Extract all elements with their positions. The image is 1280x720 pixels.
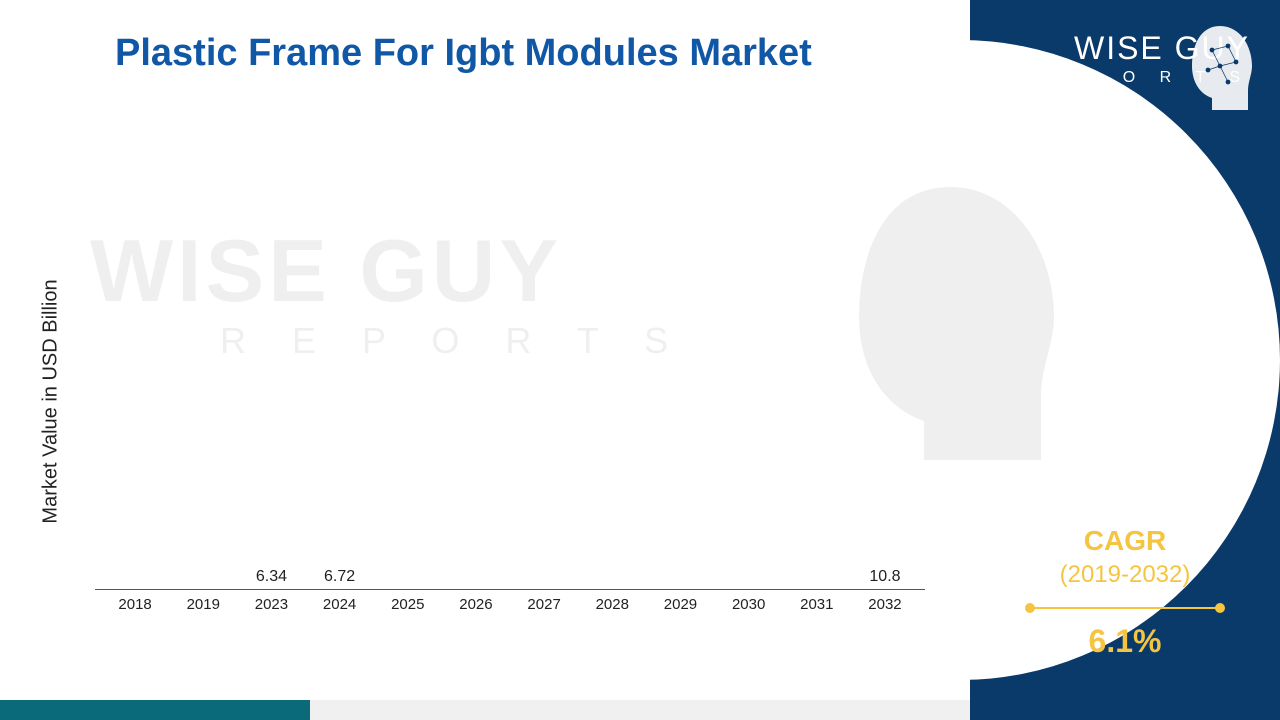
bar-value-label: 10.8	[869, 568, 900, 586]
x-tick-label: 2027	[510, 590, 578, 620]
x-tick-label: 2029	[646, 590, 714, 620]
x-tick-label: 2031	[783, 590, 851, 620]
cagr-title: CAGR	[1010, 525, 1240, 557]
x-tick-label: 2023	[237, 590, 305, 620]
cagr-divider-line	[1030, 607, 1220, 609]
bar-value-label: 6.34	[256, 568, 287, 586]
chart-plot: 6.34 6.72 10.8	[95, 160, 925, 590]
x-tick-label: 2028	[578, 590, 646, 620]
x-tick-label: 2024	[306, 590, 374, 620]
x-tick-label: 2030	[715, 590, 783, 620]
bottom-accent-strip	[0, 700, 310, 720]
x-tick-label: 2032	[851, 590, 919, 620]
y-axis-label: Market Value in USD Billion	[40, 279, 63, 523]
cagr-value: 6.1%	[1010, 623, 1240, 660]
x-tick-label: 2025	[374, 590, 442, 620]
chart-area: Market Value in USD Billion 6.346.7210.8…	[55, 160, 925, 620]
logo-head-icon	[1180, 20, 1260, 120]
x-tick-label: 2026	[442, 590, 510, 620]
x-tick-label: 2019	[169, 590, 237, 620]
cagr-period: (2019-2032)	[1010, 561, 1240, 589]
x-tick-label: 2018	[101, 590, 169, 620]
chart-title: Plastic Frame For Igbt Modules Market	[115, 30, 812, 78]
cagr-block: CAGR (2019-2032) 6.1%	[1010, 525, 1240, 660]
canvas: WISE GUY R E P O R T S Plastic Frame For…	[0, 0, 1280, 720]
bar-value-label: 6.72	[324, 568, 355, 586]
bars-container: 6.34 6.72 10.8	[95, 160, 925, 590]
x-ticks-container: 2018201920232024202520262027202820292030…	[95, 590, 925, 620]
